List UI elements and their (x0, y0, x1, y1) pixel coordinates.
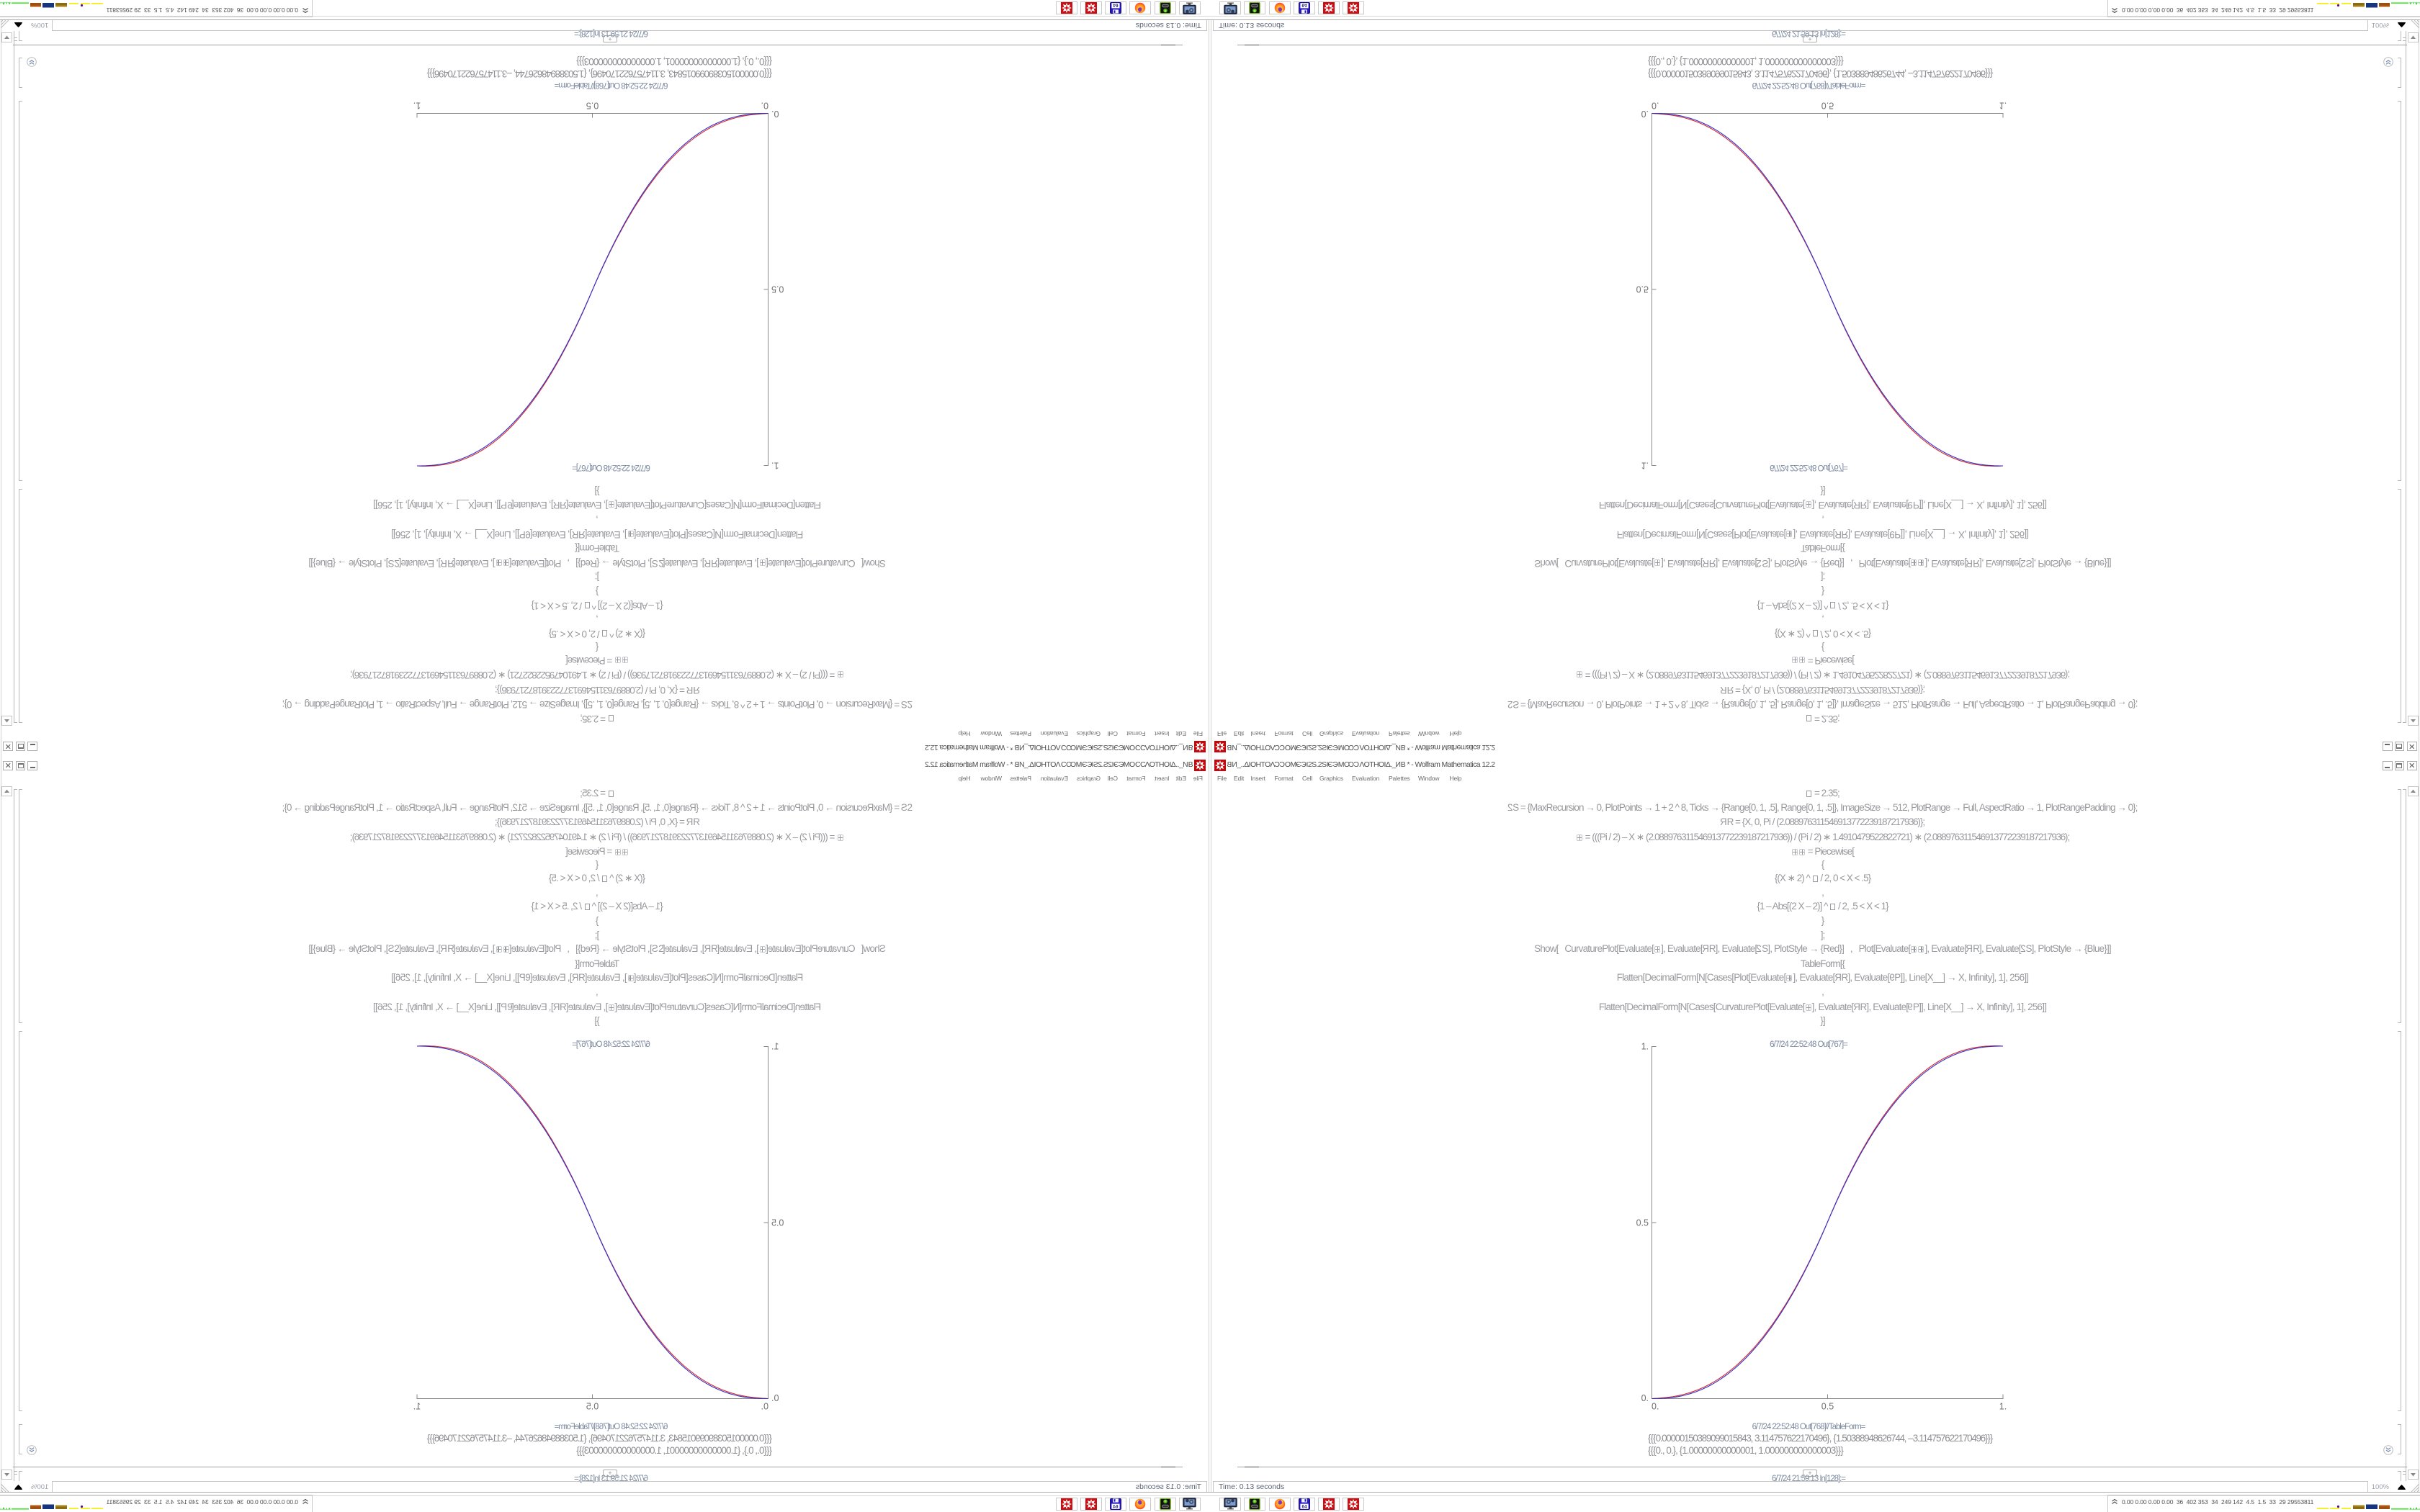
svg-text:0.: 0. (761, 101, 768, 111)
svg-text:0.: 0. (771, 109, 779, 119)
svg-text:1.: 1. (413, 1402, 421, 1412)
svg-text:1.: 1. (413, 101, 421, 111)
svg-text:0.5: 0.5 (771, 284, 784, 294)
svg-text:0.: 0. (1641, 109, 1649, 119)
svg-text:0.: 0. (1652, 1402, 1659, 1412)
svg-text:0.: 0. (1652, 101, 1659, 111)
svg-text:1.: 1. (1641, 461, 1649, 471)
svg-text:1.: 1. (1999, 1402, 2007, 1412)
svg-text:0.5: 0.5 (1636, 284, 1649, 294)
svg-text:0.5: 0.5 (771, 1218, 784, 1228)
svg-text:1.: 1. (771, 1042, 779, 1052)
svg-text:0.5: 0.5 (1821, 101, 1834, 111)
svg-text:0.5: 0.5 (586, 1402, 599, 1412)
svg-text:0.5: 0.5 (1636, 1218, 1649, 1228)
svg-text:0.5: 0.5 (586, 101, 599, 111)
svg-text:0.: 0. (1641, 1393, 1649, 1403)
svg-text:0.5: 0.5 (1821, 1402, 1834, 1412)
svg-text:64: 64 (1301, 1504, 1307, 1509)
svg-text:0.: 0. (771, 1393, 779, 1403)
svg-text:1.: 1. (771, 461, 779, 471)
svg-text:1.: 1. (1641, 1042, 1649, 1052)
svg-text:64: 64 (1113, 1504, 1119, 1509)
svg-text:64: 64 (1301, 3, 1307, 8)
svg-text:1.: 1. (1999, 101, 2007, 111)
svg-text:64: 64 (1113, 3, 1119, 8)
svg-text:0.: 0. (761, 1402, 768, 1412)
